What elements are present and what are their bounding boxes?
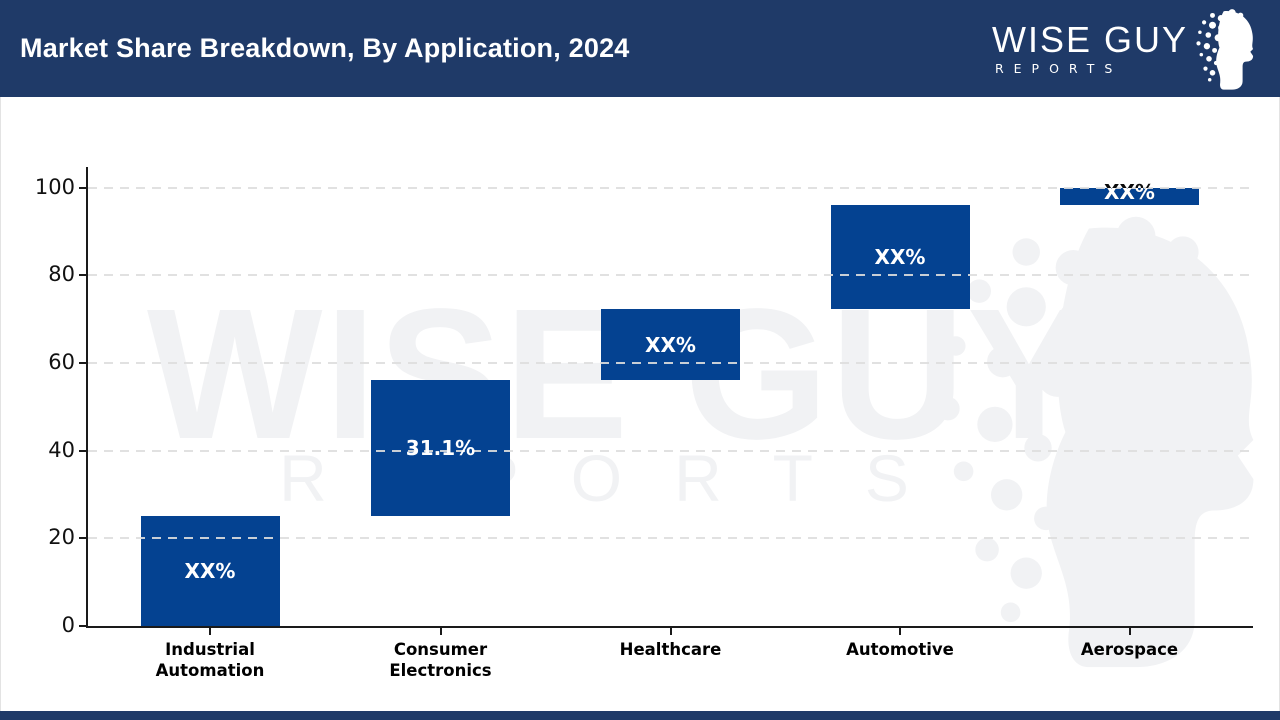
y-tick-label: 20 xyxy=(48,525,75,550)
y-tick xyxy=(79,537,86,540)
x-tick xyxy=(1128,628,1131,635)
bar-segment xyxy=(140,516,280,626)
bar-value-label: XX% xyxy=(1104,180,1155,204)
bar-segment xyxy=(601,309,740,380)
x-axis xyxy=(86,626,1253,628)
gridline xyxy=(88,449,1253,452)
y-tick xyxy=(79,449,86,452)
gridline xyxy=(88,537,1253,540)
bar-value-label: XX% xyxy=(874,245,926,269)
x-tick xyxy=(439,628,442,635)
bar-value-label: XX% xyxy=(1104,187,1155,204)
bar-value-label: XX% xyxy=(184,559,236,584)
wiseguy-logo-text: WISE GUY REPORTS xyxy=(991,18,1188,76)
bar-value-label: 31.1% xyxy=(405,436,476,461)
y-tick xyxy=(79,625,86,627)
logo-wordmark: WISE GUY xyxy=(991,18,1188,60)
category-label: Industrial Automation xyxy=(155,640,265,680)
page-title: Market Share Breakdown, By Application, … xyxy=(20,33,630,63)
x-tick xyxy=(209,628,211,635)
gridline xyxy=(88,361,1253,364)
header: Market Share Breakdown, By Application, … xyxy=(0,0,1280,97)
gridline xyxy=(88,274,1253,277)
category-label: Aerospace xyxy=(1080,640,1179,659)
footer-bar xyxy=(0,711,1280,720)
bar-segment xyxy=(830,204,970,310)
x-tick xyxy=(669,628,672,635)
y-axis xyxy=(86,167,88,628)
category-label: Consumer Electronics xyxy=(389,640,492,680)
y-tick-label: 0 xyxy=(61,613,75,637)
wiseguy-logo: WISE GUY REPORTS xyxy=(992,7,1266,91)
y-tick xyxy=(79,186,86,189)
y-tick-label: 40 xyxy=(48,437,75,462)
bar-segment xyxy=(1060,187,1199,205)
gridline xyxy=(88,186,1253,189)
y-tick-label: 100 xyxy=(34,174,75,199)
x-tick xyxy=(899,628,901,635)
y-tick xyxy=(79,274,86,277)
y-tick xyxy=(79,361,86,364)
wiseguy-face-icon xyxy=(1196,8,1254,90)
bar-value-label: XX% xyxy=(645,332,696,357)
y-tick-label: 80 xyxy=(48,262,75,287)
bar-segment xyxy=(371,380,510,517)
category-label: Healthcare xyxy=(619,640,722,659)
bar-value-label-clip: XX% xyxy=(1060,188,1199,205)
y-tick-label: 60 xyxy=(48,349,75,374)
category-label: Automotive xyxy=(846,640,954,659)
logo-subtitle: REPORTS xyxy=(994,60,1123,76)
